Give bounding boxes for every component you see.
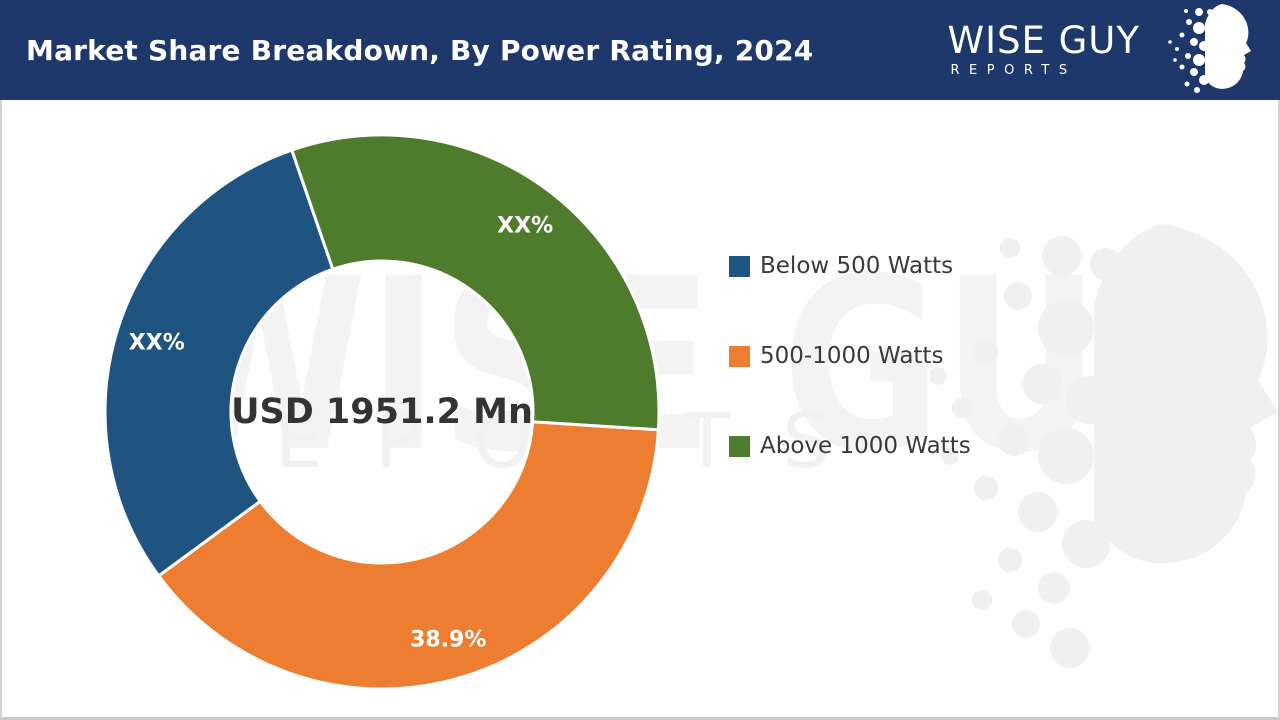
logo-subtitle: REPORTS <box>950 63 1077 78</box>
wise-guy-reports-logo: WISE GUY REPORTS <box>948 2 1254 98</box>
donut-chart: XX% 38.9% XX% <box>103 133 661 691</box>
legend-item: Below 500 Watts <box>729 253 971 279</box>
donut-slice <box>157 420 660 691</box>
logo-wordmark: WISE GUY <box>947 19 1140 62</box>
donut-slice-labels: XX% 38.9% XX% <box>129 213 553 652</box>
chart-canvas: WISE GUY REPORTS XX% 38.9% XX% USD 1951.2 … <box>0 100 1280 720</box>
header-bar: Market Share Breakdown, By Power Rating,… <box>0 0 1280 100</box>
chart-legend: Below 500 Watts 500-1000 Watts Above 100… <box>729 253 971 523</box>
legend-item: Above 1000 Watts <box>729 433 971 459</box>
slice-value-label: 38.9% <box>410 628 486 653</box>
page-title: Market Share Breakdown, By Power Rating,… <box>26 33 814 67</box>
chart-center-value: USD 1951.2 Mn <box>231 392 533 432</box>
donut-slice <box>290 133 661 432</box>
slice-value-label: XX% <box>497 213 553 238</box>
legend-label: Above 1000 Watts <box>760 433 971 459</box>
donut-slice <box>103 148 335 578</box>
legend-label: Below 500 Watts <box>760 253 954 279</box>
watermark-subtitle: REPORTS <box>170 396 883 485</box>
logo-text: WISE GUY REPORTS <box>947 19 1140 79</box>
legend-swatch-500-1000 <box>729 345 750 367</box>
legend-label: 500-1000 Watts <box>760 343 944 369</box>
legend-item: 500-1000 Watts <box>729 343 971 369</box>
donut-slices <box>103 133 661 691</box>
legend-swatch-above-1000 <box>729 435 750 457</box>
legend-swatch-below-500 <box>729 255 750 277</box>
slice-value-label: XX% <box>129 331 185 356</box>
logo-face-dots-icon <box>1142 2 1254 98</box>
watermark-face-dots-icon <box>842 200 1280 704</box>
